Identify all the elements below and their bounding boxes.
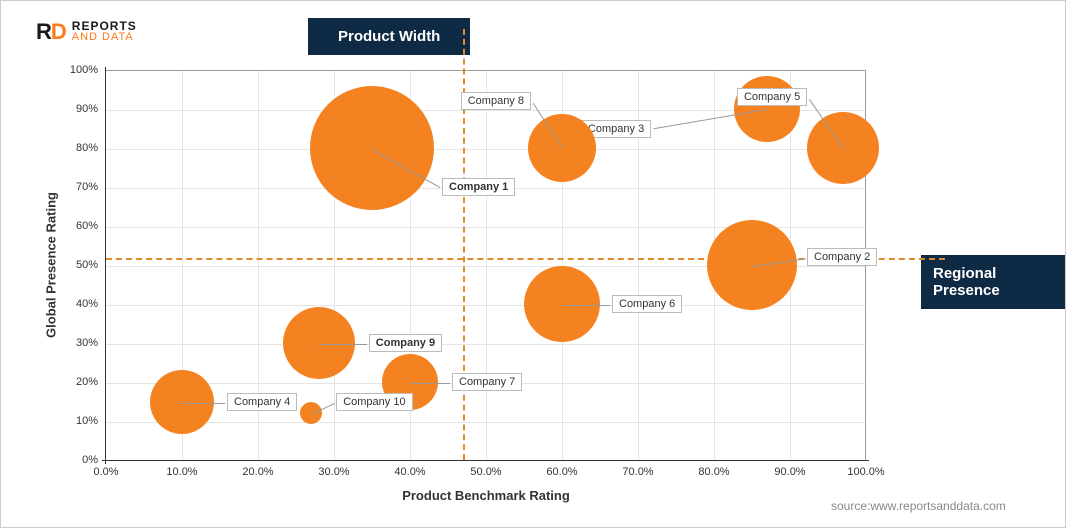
- x-tick-label: 0.0%: [93, 466, 118, 478]
- logo-text-bot: AND DATA: [72, 32, 137, 42]
- bubble-label: Company 2: [807, 248, 877, 266]
- x-tick-label: 10.0%: [166, 466, 197, 478]
- x-tick-label: 80.0%: [698, 466, 729, 478]
- gridline-h: [106, 149, 865, 150]
- bubble-label: Company 5: [737, 88, 807, 106]
- y-tick-label: 10%: [76, 415, 98, 427]
- y-tick-label: 50%: [76, 259, 98, 271]
- x-tick-label: 60.0%: [546, 466, 577, 478]
- gridline-h: [106, 422, 865, 423]
- x-tick-label: 70.0%: [622, 466, 653, 478]
- leader-line: [562, 305, 610, 306]
- source-text: source:www.reportsanddata.com: [831, 499, 1006, 513]
- bubble-label: Company 4: [227, 393, 297, 411]
- bubble-label: Company 8: [461, 92, 531, 110]
- x-tick-label: 20.0%: [242, 466, 273, 478]
- banner-regional-presence-label: Regional Presence: [933, 265, 1000, 299]
- banner-regional-presence: Regional Presence: [921, 255, 1065, 309]
- logo-r: R: [36, 19, 51, 44]
- bubble-label: Company 10: [336, 393, 412, 411]
- logo-mark: RD: [36, 19, 66, 45]
- banner-product-width: Product Width: [308, 18, 470, 55]
- leader-line: [319, 344, 367, 345]
- leader-line: [410, 383, 450, 384]
- bubble: [283, 307, 355, 379]
- y-tick-label: 0%: [82, 454, 98, 466]
- x-axis-label: Product Benchmark Rating: [402, 488, 570, 503]
- bubble-label: Company 7: [452, 373, 522, 391]
- y-tick-label: 80%: [76, 142, 98, 154]
- logo-d: D: [51, 19, 66, 44]
- y-tick-label: 70%: [76, 181, 98, 193]
- y-tick-label: 40%: [76, 298, 98, 310]
- bubble: [734, 76, 800, 142]
- bubble: [310, 86, 434, 210]
- y-tick-label: 30%: [76, 337, 98, 349]
- y-tick-label: 60%: [76, 220, 98, 232]
- plot-area: 0.0%10.0%20.0%30.0%40.0%50.0%60.0%70.0%8…: [106, 70, 866, 460]
- bubble-label: Company 9: [369, 334, 442, 352]
- x-tick-label: 100.0%: [847, 466, 884, 478]
- bubble: [524, 266, 600, 342]
- logo: RD REPORTS AND DATA: [36, 19, 137, 45]
- x-tick-label: 40.0%: [394, 466, 425, 478]
- x-tick-label: 50.0%: [470, 466, 501, 478]
- x-tick-label: 30.0%: [318, 466, 349, 478]
- leader-line: [182, 403, 225, 404]
- chart-container: RD REPORTS AND DATA Product Width Region…: [0, 0, 1066, 528]
- banner-product-width-label: Product Width: [338, 28, 440, 45]
- gridline-h: [106, 344, 865, 345]
- x-tick-label: 90.0%: [774, 466, 805, 478]
- bubble: [150, 370, 214, 434]
- y-tick-label: 90%: [76, 103, 98, 115]
- y-tick-label: 20%: [76, 376, 98, 388]
- y-axis-label: Global Presence Rating: [44, 192, 59, 338]
- y-tick-label: 100%: [70, 64, 98, 76]
- logo-text: REPORTS AND DATA: [72, 21, 137, 43]
- bubble-label: Company 1: [442, 178, 515, 196]
- bubble-label: Company 6: [612, 295, 682, 313]
